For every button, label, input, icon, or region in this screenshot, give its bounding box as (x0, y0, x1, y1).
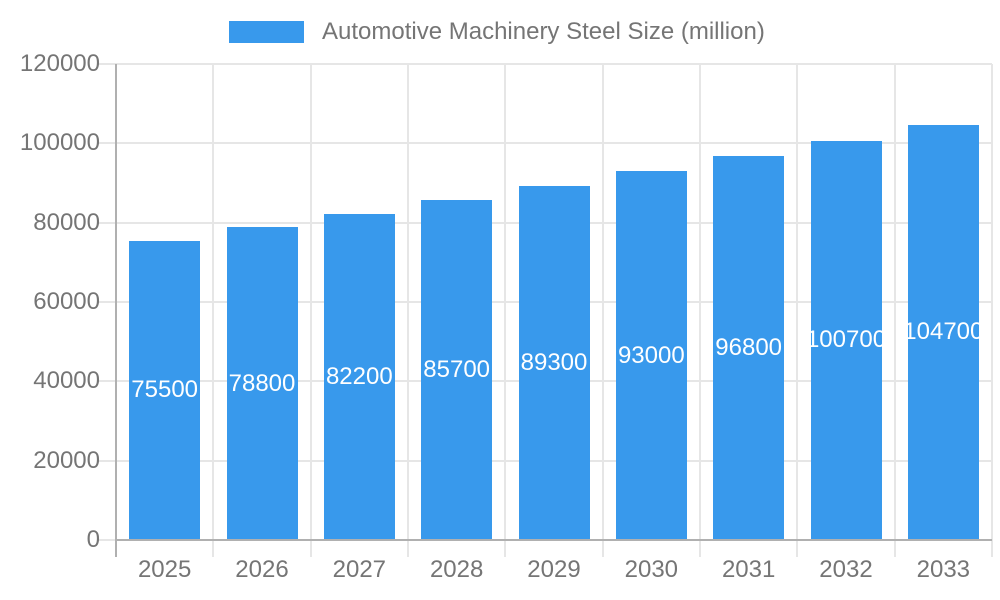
bar-value-label: 93000 (617, 341, 685, 369)
bar-value-label: 82200 (325, 362, 393, 390)
legend-label[interactable]: Automotive Machinery Steel Size (million… (322, 18, 765, 45)
bar-value-label: 96800 (715, 334, 783, 361)
x-axis-tick (699, 540, 701, 557)
bar-value-label: 85700 (423, 356, 491, 384)
bar-value-label: 104700 (903, 318, 984, 346)
y-gridline (97, 142, 992, 145)
bar[interactable] (129, 240, 201, 540)
y-axis-tick-label: 20000 (33, 446, 100, 474)
bar[interactable] (421, 200, 493, 540)
x-axis-tick (893, 540, 896, 557)
bar[interactable] (226, 227, 298, 540)
bar[interactable] (323, 213, 395, 540)
v-gridline (699, 64, 701, 540)
x-axis-tick-label: 2032 (819, 556, 873, 583)
v-gridline (796, 64, 799, 540)
x-axis-tick (991, 540, 993, 557)
y-axis-tick-label: 120000 (19, 50, 100, 77)
bar[interactable] (907, 124, 979, 540)
x-axis-tick-label: 2033 (916, 556, 971, 583)
x-axis-tick-label: 2029 (527, 556, 581, 583)
v-gridline (504, 64, 507, 540)
x-axis-tick (504, 540, 507, 557)
bar-value-label: 75500 (131, 376, 199, 404)
y-axis-tick-label: 80000 (33, 208, 100, 236)
v-gridline (212, 64, 215, 540)
bar-value-label: 78800 (228, 369, 296, 397)
v-gridline (309, 64, 312, 540)
bar[interactable] (615, 171, 687, 540)
x-axis-tick (407, 540, 409, 557)
y-axis-tick-label: 0 (86, 526, 100, 553)
bar[interactable] (713, 156, 785, 540)
y-axis-tick-label: 40000 (33, 367, 100, 395)
y-axis-line (115, 64, 117, 557)
chart-legend: Automotive Machinery Steel Size (million… (229, 18, 765, 46)
x-axis-tick-label: 2026 (235, 556, 289, 583)
bar-value-label: 89300 (520, 348, 588, 376)
x-axis-tick-label: 2025 (137, 556, 192, 583)
v-gridline (407, 64, 409, 540)
v-gridline (893, 64, 896, 540)
y-axis-tick-label: 100000 (19, 129, 100, 157)
legend-swatch[interactable] (229, 21, 304, 43)
y-axis-tick-label: 60000 (33, 288, 100, 315)
x-axis-tick-label: 2031 (721, 556, 776, 583)
x-axis-line (116, 539, 992, 541)
x-axis-tick-label: 2030 (624, 556, 679, 583)
x-axis-tick-label: 2028 (429, 556, 484, 583)
y-gridline (97, 63, 992, 65)
x-axis-tick (601, 540, 604, 557)
bar[interactable] (810, 140, 882, 540)
bar-value-label: 100700 (805, 326, 887, 354)
x-axis-tick-label: 2027 (332, 556, 387, 583)
x-axis-tick (309, 540, 312, 557)
x-axis-tick (796, 540, 799, 557)
x-axis-tick (212, 540, 215, 557)
v-gridline (601, 64, 604, 540)
bar[interactable] (518, 185, 590, 540)
v-gridline (991, 64, 993, 540)
